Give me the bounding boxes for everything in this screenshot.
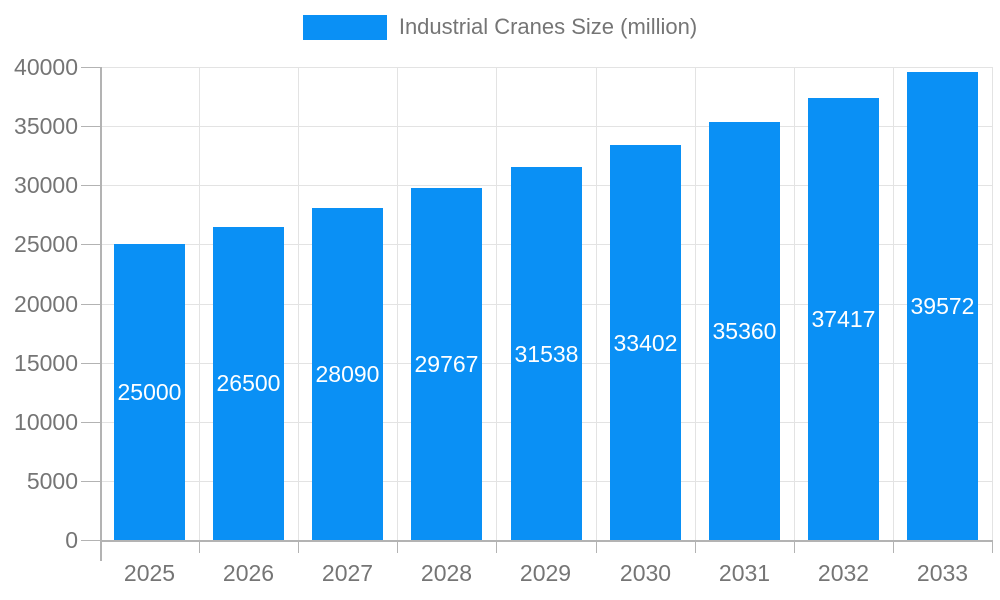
bar[interactable] xyxy=(511,167,582,540)
y-axis-line xyxy=(100,67,102,561)
v-gridline xyxy=(992,67,993,540)
y-axis-tick-label: 0 xyxy=(65,527,78,553)
v-gridline xyxy=(695,67,696,540)
x-axis-tick xyxy=(893,540,894,553)
y-axis-tick xyxy=(81,363,100,364)
bar[interactable] xyxy=(610,145,681,540)
y-axis-tick-label: 10000 xyxy=(14,409,78,435)
bar-value-label: 28090 xyxy=(315,360,380,387)
bar-value-label: 33402 xyxy=(613,329,678,356)
bar-value-label: 26500 xyxy=(216,370,281,397)
x-axis-tick-label: 2032 xyxy=(817,560,870,586)
x-axis-tick-label: 2028 xyxy=(420,560,473,586)
y-axis-tick-label: 5000 xyxy=(26,468,78,494)
x-axis-tick-label: 2027 xyxy=(321,560,374,586)
bar-value-label: 31538 xyxy=(514,340,579,367)
y-axis-tick xyxy=(81,185,100,186)
legend-swatch xyxy=(302,14,387,40)
bar-value-label: 39572 xyxy=(910,293,975,320)
x-axis-tick-label: 2025 xyxy=(123,560,176,586)
v-gridline xyxy=(596,67,597,540)
bar-value-label: 29767 xyxy=(414,351,479,377)
bar-value-label: 35360 xyxy=(712,317,777,344)
v-gridline xyxy=(496,67,497,540)
x-axis-tick-label: 2030 xyxy=(619,560,672,586)
x-axis-tick-label: 2026 xyxy=(222,560,275,586)
x-axis-tick xyxy=(992,540,993,553)
y-axis-tick-label: 20000 xyxy=(14,291,78,317)
legend-item[interactable]: Industrial Cranes Size (million) xyxy=(302,14,698,40)
bar[interactable] xyxy=(312,207,383,540)
bar-value-label: 37417 xyxy=(811,305,876,332)
h-gridline xyxy=(100,67,992,68)
y-axis-tick xyxy=(81,126,100,127)
v-gridline xyxy=(298,67,299,540)
y-axis-tick xyxy=(81,304,100,305)
v-gridline xyxy=(199,67,200,540)
v-gridline xyxy=(794,67,795,540)
bar[interactable] xyxy=(808,97,879,540)
x-axis-tick xyxy=(298,540,299,553)
bar[interactable] xyxy=(411,188,482,540)
x-axis-tick xyxy=(695,540,696,553)
y-axis-tick-label: 15000 xyxy=(14,350,78,376)
y-axis-tick xyxy=(81,481,100,482)
y-axis-tick xyxy=(81,67,100,68)
x-axis-tick xyxy=(596,540,597,553)
y-axis-tick-label: 25000 xyxy=(14,231,78,257)
x-axis-tick xyxy=(397,540,398,553)
legend-label: Industrial Cranes Size (million) xyxy=(398,14,698,39)
x-axis-tick-label: 2031 xyxy=(718,560,771,586)
y-axis-tick-label: 35000 xyxy=(14,113,78,139)
bar-value-label: 25000 xyxy=(117,379,182,406)
v-gridline xyxy=(893,67,894,540)
h-gridline xyxy=(100,126,992,127)
x-axis-line xyxy=(100,540,992,542)
y-axis-tick xyxy=(81,540,100,541)
x-axis-tick xyxy=(794,540,795,553)
bar[interactable] xyxy=(709,121,780,540)
legend: Industrial Cranes Size (million) xyxy=(0,14,1000,40)
y-axis-tick xyxy=(81,244,100,245)
x-axis-tick xyxy=(199,540,200,553)
x-axis-tick-label: 2029 xyxy=(519,560,572,586)
y-axis-tick-label: 30000 xyxy=(14,172,78,198)
bar[interactable] xyxy=(907,72,978,540)
x-axis-tick-label: 2033 xyxy=(916,560,969,586)
bar[interactable] xyxy=(114,244,185,540)
x-axis-tick xyxy=(496,540,497,553)
v-gridline xyxy=(397,67,398,540)
y-axis-tick-label: 40000 xyxy=(14,54,78,80)
bar[interactable] xyxy=(213,226,284,540)
y-axis-tick xyxy=(81,422,100,423)
